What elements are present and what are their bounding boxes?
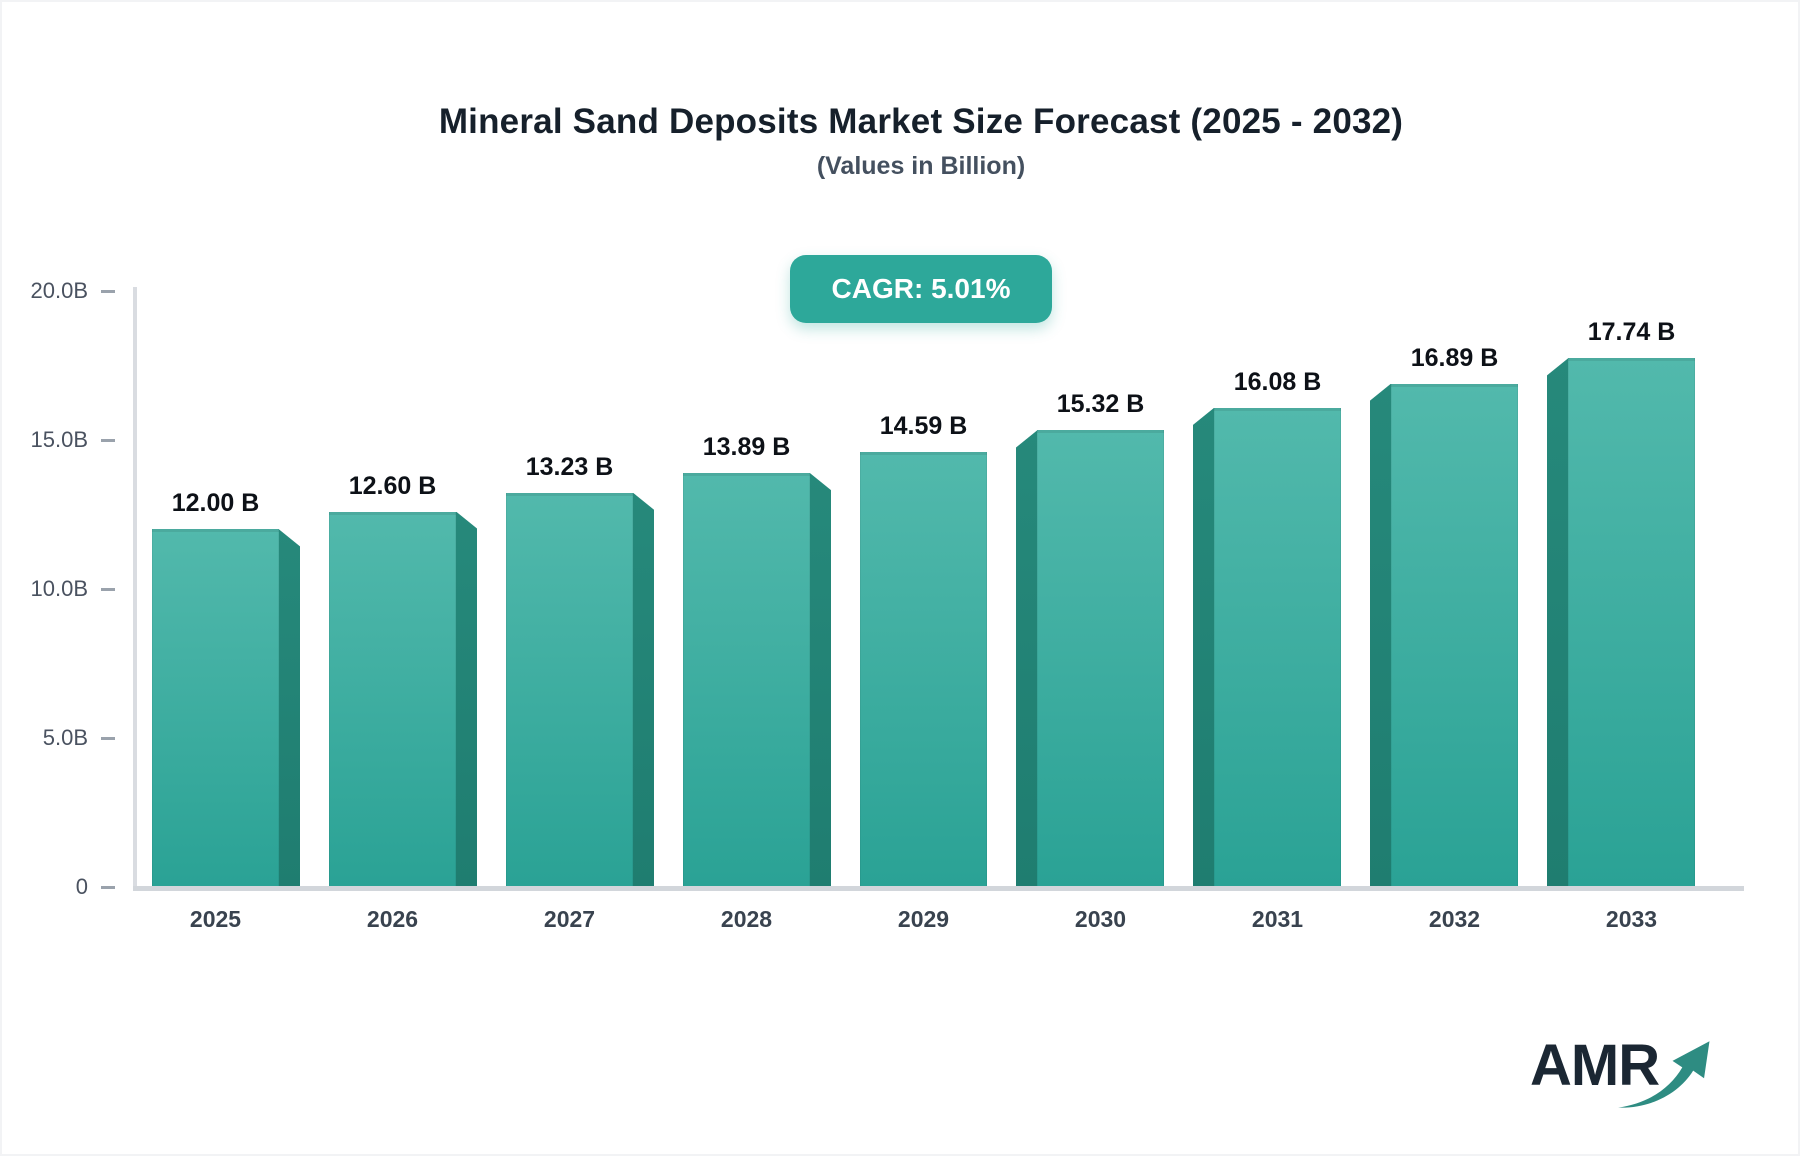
x-tick-label-2026: 2026 xyxy=(366,906,419,932)
growth-arrow-icon xyxy=(1618,1041,1710,1108)
y-tick-label: 0 xyxy=(75,874,88,899)
bar-value-label-2030: 15.32 B xyxy=(1056,390,1145,419)
bar-2030 xyxy=(1037,430,1164,887)
bar-value-label-2033: 17.74 B xyxy=(1587,318,1676,347)
bar-2029 xyxy=(860,452,987,887)
bar-value-label-2028: 13.89 B xyxy=(702,433,791,462)
y-tick-dash xyxy=(101,885,115,889)
cagr-badge: CAGR: 5.01% xyxy=(789,255,1053,323)
bar-value-label-2026: 12.60 B xyxy=(348,471,437,500)
x-tick-label-2030: 2030 xyxy=(1074,906,1127,932)
amr-logo: AMR xyxy=(1530,1024,1720,1114)
bar-2033 xyxy=(1568,358,1695,887)
x-tick-label-2028: 2028 xyxy=(720,906,773,932)
bar-side-face-2026 xyxy=(456,511,477,887)
y-tick-label: 20.0B xyxy=(30,278,89,303)
bar-value-label-2025: 12.00 B xyxy=(171,489,260,518)
bar-2031 xyxy=(1214,407,1341,887)
bar-side-face-2028 xyxy=(810,473,831,887)
x-tick-label-2025: 2025 xyxy=(189,906,242,932)
chart-subtitle: (Values in Billion) xyxy=(816,152,1026,180)
y-tick-dash xyxy=(101,736,115,740)
bar-value-label-2031: 16.08 B xyxy=(1233,367,1322,396)
bar-2025 xyxy=(152,529,279,887)
bar-2028 xyxy=(683,473,810,887)
bar-side-face-2031 xyxy=(1193,407,1214,887)
x-tick-label-2029: 2029 xyxy=(897,906,950,932)
bar-2026 xyxy=(329,511,456,887)
bar-side-face-2025 xyxy=(279,529,300,887)
amr-logo-text: AMR xyxy=(1530,1033,1660,1098)
chart-title: Mineral Sand Deposits Market Size Foreca… xyxy=(438,102,1404,141)
y-tick-label: 10.0B xyxy=(30,576,89,601)
bar-value-label-2027: 13.23 B xyxy=(525,452,614,481)
x-axis-line xyxy=(133,886,1744,891)
x-tick-label-2032: 2032 xyxy=(1428,906,1481,932)
y-tick-label: 5.0B xyxy=(42,725,88,750)
y-tick-label: 15.0B xyxy=(30,427,89,452)
bar-2032 xyxy=(1391,383,1518,887)
bar-side-face-2032 xyxy=(1370,383,1391,887)
y-axis-line xyxy=(133,287,137,891)
x-tick-label-2031: 2031 xyxy=(1251,906,1304,932)
y-tick-dash xyxy=(101,289,115,293)
y-tick-dash xyxy=(101,438,115,442)
cagr-badge-row: CAGR: 5.01% xyxy=(44,255,1798,323)
bar-value-label-2029: 14.59 B xyxy=(879,412,968,441)
bar-side-face-2027 xyxy=(633,492,654,887)
bar-2027 xyxy=(506,492,633,887)
x-tick-label-2027: 2027 xyxy=(543,906,596,932)
bar-side-face-2030 xyxy=(1016,430,1037,887)
y-tick-dash xyxy=(101,587,115,591)
bar-value-label-2032: 16.89 B xyxy=(1410,343,1499,372)
x-tick-label-2033: 2033 xyxy=(1605,906,1658,932)
bar-side-face-2033 xyxy=(1547,358,1568,887)
